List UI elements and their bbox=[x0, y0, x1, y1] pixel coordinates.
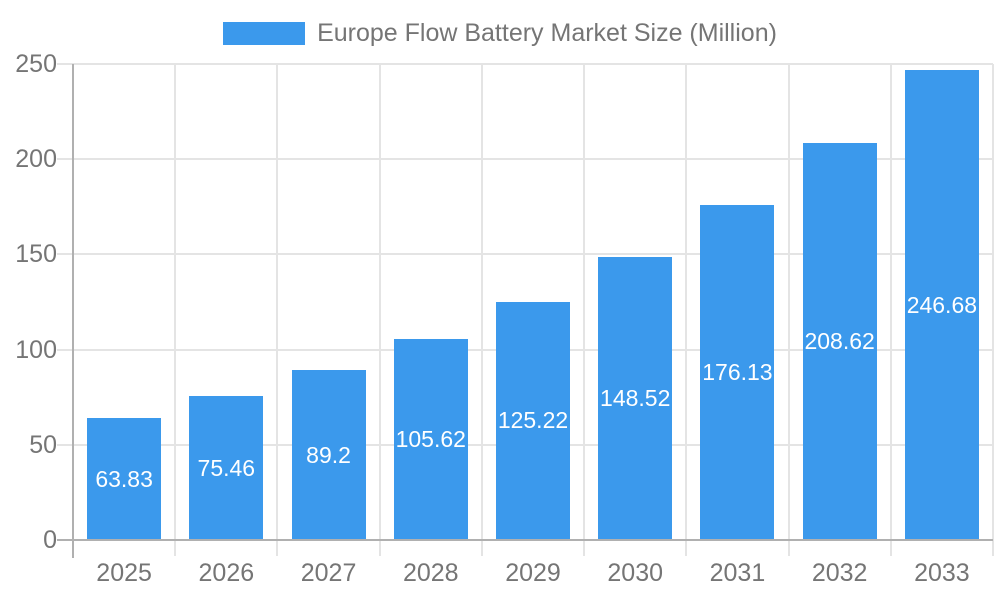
bar-2026[interactable]: 75.46 bbox=[189, 396, 264, 540]
bar-2030[interactable]: 148.52 bbox=[598, 257, 673, 540]
bar-value-label: 246.68 bbox=[906, 291, 978, 318]
x-gridline bbox=[174, 64, 177, 556]
bar-2033[interactable]: 246.68 bbox=[904, 70, 979, 540]
x-axis-tick-label: 2028 bbox=[402, 559, 459, 587]
x-gridline bbox=[992, 64, 994, 556]
x-axis-tick-label: 2031 bbox=[709, 559, 766, 587]
bar-2032[interactable]: 208.62 bbox=[802, 142, 877, 540]
x-gridline bbox=[276, 64, 279, 556]
y-gridline bbox=[57, 63, 993, 65]
x-gridline bbox=[889, 64, 892, 556]
x-gridline bbox=[378, 64, 381, 556]
x-gridline bbox=[583, 64, 586, 556]
x-axis-line bbox=[57, 539, 993, 541]
x-gridline bbox=[480, 64, 483, 556]
bar-2028[interactable]: 105.62 bbox=[393, 338, 468, 540]
x-axis-tick-label: 2026 bbox=[198, 559, 255, 587]
x-axis-tick-label: 2025 bbox=[96, 559, 152, 587]
y-gridline bbox=[57, 158, 993, 161]
bar-value-label: 148.52 bbox=[600, 385, 671, 412]
bar-value-label: 208.62 bbox=[804, 327, 875, 354]
y-axis-line bbox=[72, 64, 74, 558]
x-gridline bbox=[685, 64, 688, 556]
bar-value-label: 105.62 bbox=[395, 425, 466, 452]
bar-value-label: 63.83 bbox=[95, 465, 153, 492]
legend-swatch-icon bbox=[223, 21, 306, 45]
chart-legend[interactable]: Europe Flow Battery Market Size (Million… bbox=[0, 18, 1000, 48]
bar-value-label: 89.2 bbox=[306, 441, 351, 468]
bar-2027[interactable]: 89.2 bbox=[291, 370, 366, 540]
bar-2031[interactable]: 176.13 bbox=[700, 204, 775, 540]
x-axis-tick-label: 2033 bbox=[914, 559, 970, 587]
bar-2025[interactable]: 63.83 bbox=[87, 418, 162, 540]
x-axis-tick-label: 2030 bbox=[607, 559, 664, 587]
y-axis-tick-label: 0 bbox=[43, 526, 57, 554]
legend-series-label: Europe Flow Battery Market Size (Million… bbox=[317, 18, 777, 47]
y-axis-tick-label: 50 bbox=[29, 430, 57, 459]
y-axis-tick-label: 150 bbox=[15, 240, 57, 269]
bar-value-label: 125.22 bbox=[497, 407, 569, 434]
y-gridline bbox=[57, 253, 993, 256]
y-axis-tick-label: 200 bbox=[15, 145, 57, 174]
x-gridline bbox=[787, 64, 790, 556]
y-axis-tick-label: 100 bbox=[15, 335, 57, 364]
x-axis-tick-label: 2029 bbox=[505, 559, 561, 587]
bar-value-label: 75.46 bbox=[197, 454, 256, 481]
y-axis-tick-label: 250 bbox=[15, 50, 57, 78]
bar-2029[interactable]: 125.22 bbox=[496, 301, 570, 540]
bar-value-label: 176.13 bbox=[702, 358, 773, 385]
x-axis-tick-label: 2027 bbox=[300, 559, 357, 587]
x-axis-tick-label: 2032 bbox=[811, 559, 868, 587]
